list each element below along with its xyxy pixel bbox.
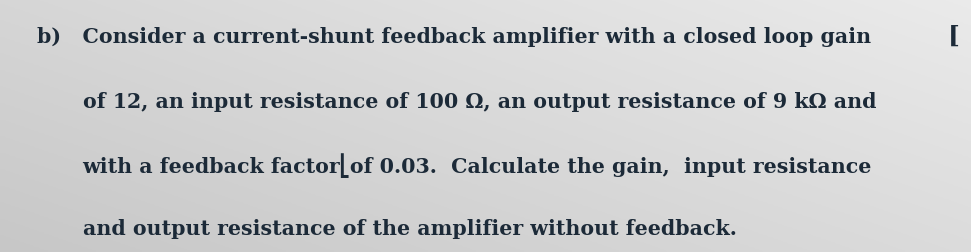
Text: with a feedback factor⎣of 0.03.  Calculate the gain,  input resistance: with a feedback factor⎣of 0.03. Calculat… bbox=[83, 153, 872, 177]
Text: b)   Consider a current-shunt feedback amplifier with a closed loop gain: b) Consider a current-shunt feedback amp… bbox=[37, 26, 871, 47]
Text: of 12, an input resistance of 100 Ω, an output resistance of 9 kΩ and: of 12, an input resistance of 100 Ω, an … bbox=[83, 92, 876, 112]
Text: [: [ bbox=[948, 25, 959, 48]
Text: and output resistance of the amplifier without feedback.: and output resistance of the amplifier w… bbox=[83, 218, 736, 238]
